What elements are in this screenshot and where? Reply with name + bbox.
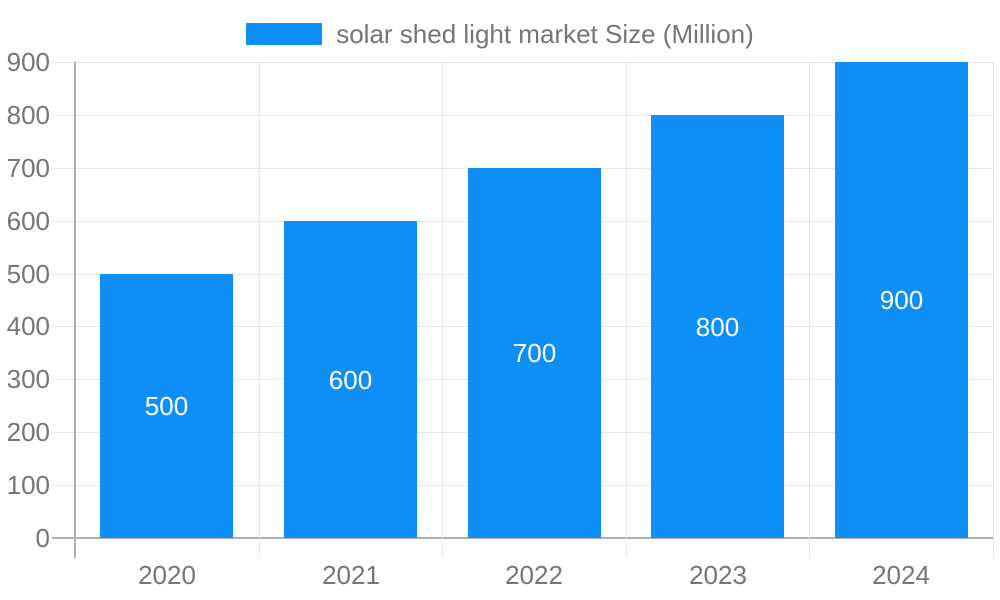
x-tick-label: 2021 [322, 560, 380, 590]
h-gridline [52, 62, 993, 63]
v-gridline [809, 62, 810, 558]
y-tick-label: 100 [6, 470, 50, 500]
x-axis-line [52, 537, 993, 539]
y-tick-label: 800 [6, 100, 50, 130]
chart-legend: solar shed light market Size (Million) [0, 19, 1000, 49]
y-axis-line [74, 62, 76, 558]
bar-2020: 500 [100, 274, 233, 538]
y-tick-label: 200 [6, 417, 50, 447]
bar-2021: 600 [284, 221, 417, 538]
v-gridline [626, 62, 627, 558]
bar-2022: 700 [468, 168, 601, 538]
x-tick-label: 2023 [689, 560, 747, 590]
y-tick-label: 500 [6, 259, 50, 289]
legend-swatch [246, 23, 323, 45]
x-tick-label: 2022 [505, 560, 563, 590]
bar-value-label: 700 [512, 338, 557, 368]
y-tick-label: 0 [35, 523, 50, 553]
y-tick-label: 400 [6, 311, 50, 341]
v-gridline [259, 62, 260, 558]
y-tick-label: 300 [6, 364, 50, 394]
v-gridline [442, 62, 443, 558]
bar-value-label: 500 [144, 391, 189, 421]
y-tick-label: 700 [6, 153, 50, 183]
h-gridline [52, 115, 993, 116]
legend-label: solar shed light market Size (Million) [336, 19, 754, 49]
y-tick-label: 900 [6, 47, 50, 77]
bar-value-label: 600 [328, 364, 373, 395]
x-tick-label: 2020 [138, 560, 196, 590]
bar-value-label: 900 [879, 285, 924, 315]
x-tick-label: 2024 [872, 560, 930, 590]
v-gridline [993, 62, 994, 558]
y-tick-label: 600 [6, 206, 50, 236]
bar-value-label: 800 [695, 311, 740, 342]
bar-2023: 800 [651, 115, 784, 538]
bar-2024: 900 [835, 62, 968, 538]
